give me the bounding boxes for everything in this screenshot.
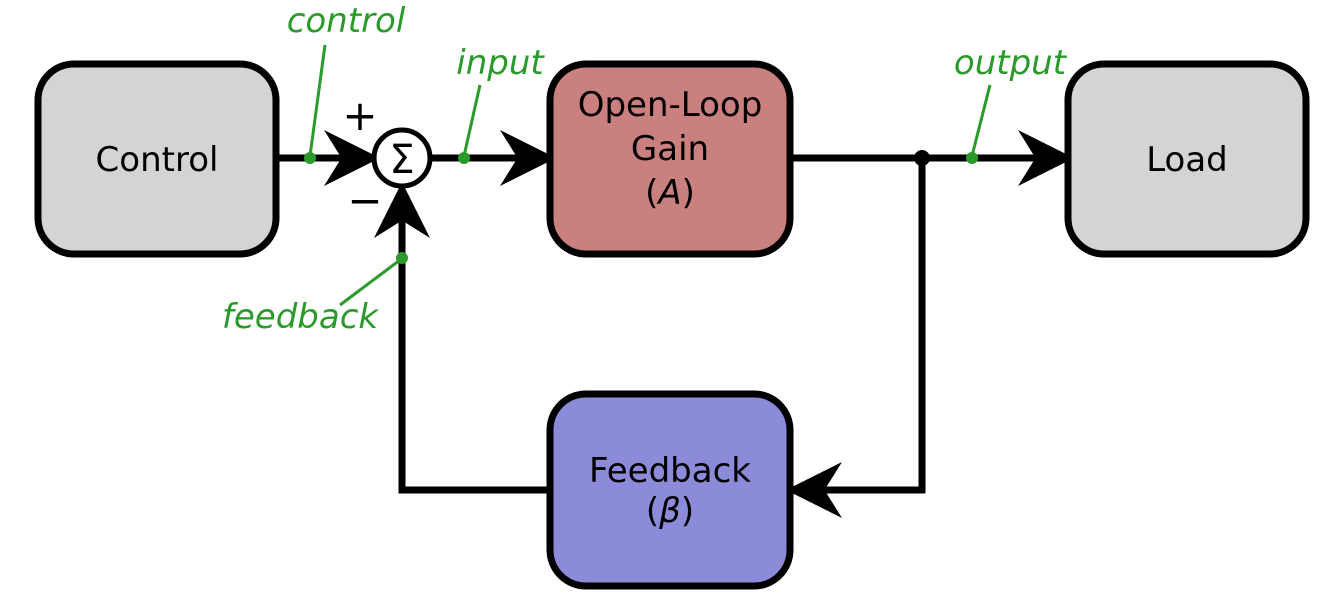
annotation-input: input [456, 43, 545, 164]
feedback-block: Feedback (β) [550, 394, 790, 586]
gain-block-label-3: (A) [645, 173, 695, 213]
annotation-output-line [972, 85, 990, 156]
annotation-control-dot [304, 152, 316, 164]
control-block-label: Control [96, 140, 219, 180]
annotation-output-dot [966, 152, 978, 164]
gain-block-label-1: Open-Loop [578, 85, 763, 125]
minus-sign: − [347, 176, 382, 225]
annotation-control-label: control [287, 1, 406, 41]
gain-block: Open-Loop Gain (A) [550, 64, 790, 254]
annotation-input-dot [458, 152, 470, 164]
annotation-feedback-label: feedback [222, 297, 379, 337]
control-block: Control [38, 64, 276, 254]
feedback-block-label-1: Feedback [589, 451, 751, 491]
annotation-input-line [464, 85, 480, 156]
load-block-label: Load [1146, 140, 1228, 180]
load-block: Load [1068, 64, 1306, 254]
gain-block-label-2: Gain [631, 129, 709, 169]
annotation-output-label: output [954, 43, 1068, 83]
arrow-tap-to-feedback [800, 158, 922, 490]
feedback-loop-diagram: Control Open-Loop Gain (A) Load Feedback… [0, 0, 1344, 614]
sigma-icon: Σ [389, 137, 414, 183]
plus-sign: + [342, 91, 377, 140]
annotation-output: output [954, 43, 1068, 164]
annotation-feedback-dot [396, 252, 408, 264]
tap-node-dot [914, 150, 930, 166]
feedback-block-label-2: (β) [646, 491, 694, 531]
annotation-control-line [310, 45, 325, 156]
annotation-feedback: feedback [222, 252, 408, 337]
arrow-feedback-to-sum [402, 196, 550, 490]
annotation-input-label: input [456, 43, 545, 83]
